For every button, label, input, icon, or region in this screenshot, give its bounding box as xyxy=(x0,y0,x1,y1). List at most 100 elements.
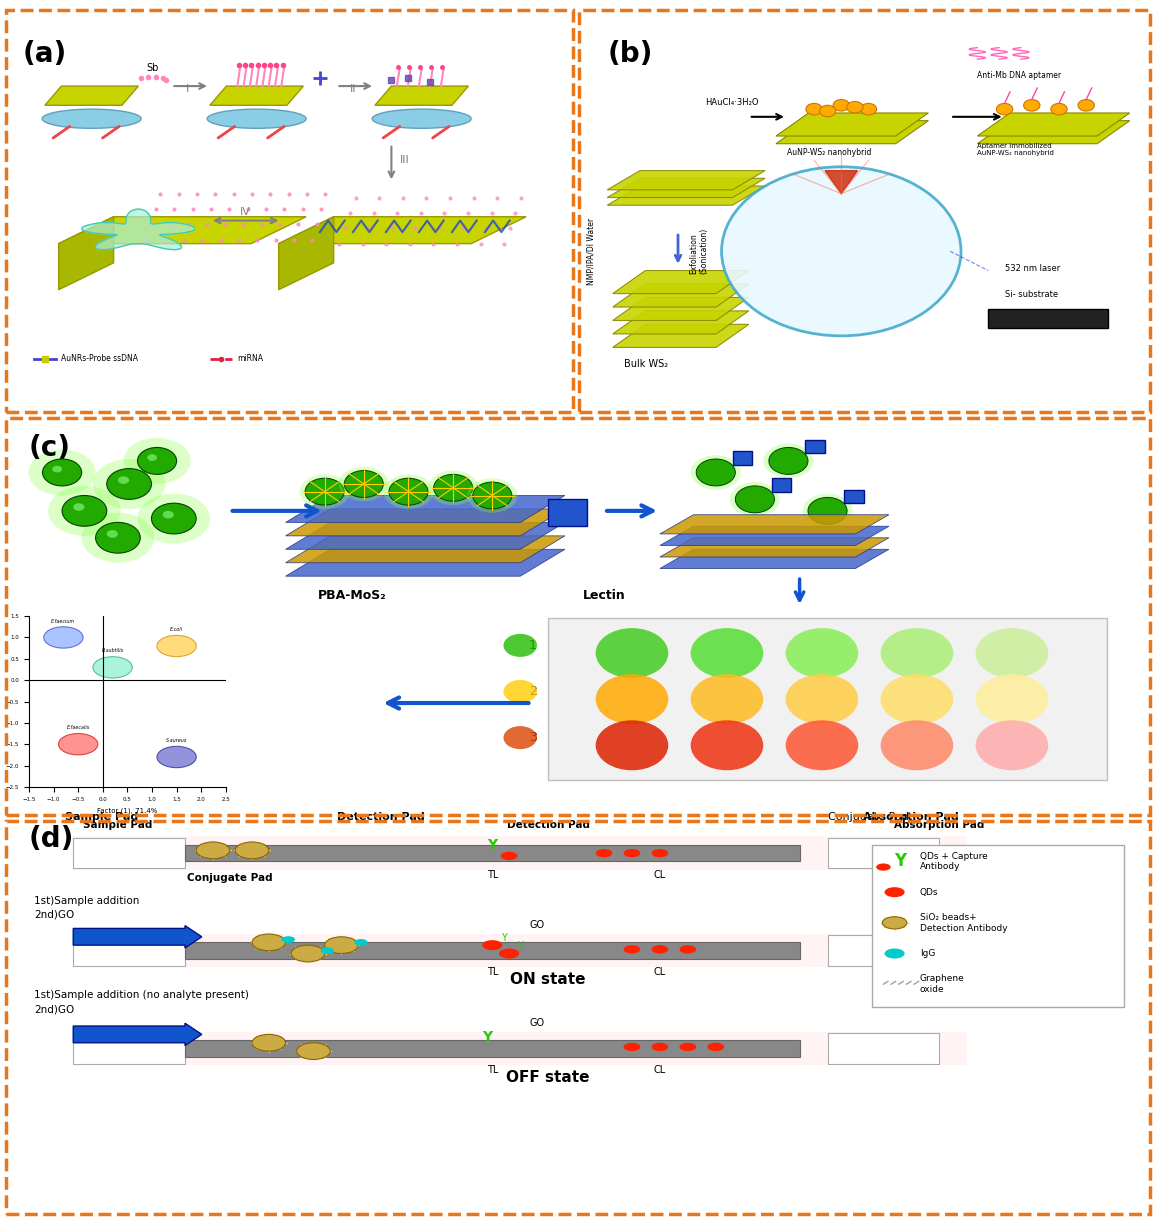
Bar xyxy=(73,1033,185,1064)
Text: CL: CL xyxy=(654,870,666,880)
Text: Y: Y xyxy=(895,853,907,871)
Circle shape xyxy=(152,503,196,534)
Text: 3: 3 xyxy=(529,731,537,744)
Bar xyxy=(548,619,1107,780)
Circle shape xyxy=(291,946,324,961)
Circle shape xyxy=(499,948,519,959)
Circle shape xyxy=(785,675,858,725)
Bar xyxy=(828,838,939,869)
Circle shape xyxy=(252,935,286,950)
Circle shape xyxy=(324,937,358,954)
Polygon shape xyxy=(660,549,889,569)
FancyArrow shape xyxy=(73,1024,201,1046)
Text: Bulk WS₂: Bulk WS₂ xyxy=(623,359,668,368)
Circle shape xyxy=(880,720,953,770)
Text: Y: Y xyxy=(488,838,497,852)
Polygon shape xyxy=(286,509,565,536)
Text: miRNA: miRNA xyxy=(237,355,263,364)
Circle shape xyxy=(504,680,537,703)
Circle shape xyxy=(296,1043,330,1059)
Text: (c): (c) xyxy=(29,434,71,462)
Circle shape xyxy=(252,1035,286,1052)
Text: IV: IV xyxy=(240,207,251,217)
Text: ON state: ON state xyxy=(511,972,586,987)
Circle shape xyxy=(885,887,904,897)
Circle shape xyxy=(43,459,81,486)
Polygon shape xyxy=(613,298,749,321)
Text: 2: 2 xyxy=(529,684,537,698)
Circle shape xyxy=(680,946,696,954)
Bar xyxy=(185,942,799,959)
Text: 2nd)GO: 2nd)GO xyxy=(34,909,74,920)
Circle shape xyxy=(1050,104,1068,115)
Text: B.subtilis: B.subtilis xyxy=(102,648,124,654)
Text: (a): (a) xyxy=(23,40,67,68)
Text: Conjugate Pad: Conjugate Pad xyxy=(828,811,908,821)
Circle shape xyxy=(52,466,63,472)
Circle shape xyxy=(690,628,763,678)
Bar xyxy=(771,478,791,492)
Circle shape xyxy=(93,459,166,509)
Bar xyxy=(733,451,752,465)
Polygon shape xyxy=(45,87,138,105)
Text: QDs + Capture
Antibody: QDs + Capture Antibody xyxy=(919,852,988,871)
Circle shape xyxy=(708,1043,724,1052)
Circle shape xyxy=(690,455,741,489)
Polygon shape xyxy=(977,121,1130,144)
Circle shape xyxy=(63,495,107,526)
Text: 1: 1 xyxy=(529,639,537,651)
Text: SiO₂ beads+
Detection Antibody: SiO₂ beads+ Detection Antibody xyxy=(919,913,1007,932)
Circle shape xyxy=(482,941,503,950)
Polygon shape xyxy=(82,209,195,250)
Polygon shape xyxy=(824,171,858,194)
Bar xyxy=(828,1033,939,1064)
Polygon shape xyxy=(210,87,303,105)
Bar xyxy=(73,935,967,967)
Bar xyxy=(805,439,824,454)
Circle shape xyxy=(975,720,1048,770)
Ellipse shape xyxy=(207,109,306,128)
Circle shape xyxy=(880,675,953,725)
Circle shape xyxy=(500,852,518,860)
Circle shape xyxy=(769,448,808,475)
Polygon shape xyxy=(613,325,749,348)
Text: TL: TL xyxy=(486,1065,498,1075)
Polygon shape xyxy=(375,87,468,105)
Circle shape xyxy=(107,468,152,499)
Circle shape xyxy=(138,448,177,475)
Polygon shape xyxy=(286,536,565,562)
Text: IgG: IgG xyxy=(919,949,936,958)
Ellipse shape xyxy=(156,636,197,656)
Bar xyxy=(73,936,185,966)
Circle shape xyxy=(833,100,850,111)
Circle shape xyxy=(321,948,335,954)
Circle shape xyxy=(785,628,858,678)
Polygon shape xyxy=(660,526,889,545)
Circle shape xyxy=(877,864,891,871)
Polygon shape xyxy=(613,311,749,334)
Circle shape xyxy=(504,726,537,749)
Circle shape xyxy=(763,444,814,478)
Bar xyxy=(185,844,799,861)
Text: AuNP-WS₂ nanohybrid: AuNP-WS₂ nanohybrid xyxy=(787,149,871,157)
Polygon shape xyxy=(607,171,765,190)
Polygon shape xyxy=(776,113,929,135)
Text: CL: CL xyxy=(654,967,666,977)
Circle shape xyxy=(595,849,613,858)
Ellipse shape xyxy=(372,109,471,128)
Polygon shape xyxy=(279,217,526,244)
Bar xyxy=(828,936,939,966)
Text: Lectin: Lectin xyxy=(582,589,625,603)
Polygon shape xyxy=(286,522,565,549)
Ellipse shape xyxy=(42,109,141,128)
Circle shape xyxy=(389,478,428,505)
Polygon shape xyxy=(660,515,889,534)
Bar xyxy=(988,309,1108,328)
Text: 532 nm laser: 532 nm laser xyxy=(1004,264,1060,272)
Circle shape xyxy=(802,494,852,528)
Circle shape xyxy=(975,628,1048,678)
Polygon shape xyxy=(613,271,749,294)
Circle shape xyxy=(162,511,174,518)
Circle shape xyxy=(29,449,96,495)
Circle shape xyxy=(124,438,191,484)
